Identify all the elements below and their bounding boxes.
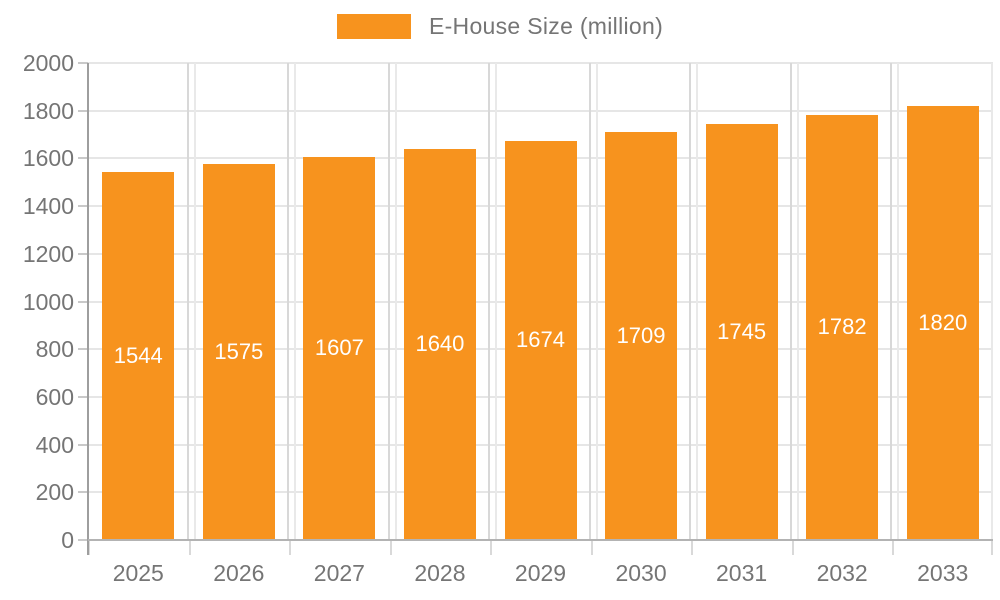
y-axis-tick [78, 252, 88, 255]
bar-value-label: 1745 [717, 318, 767, 344]
x-gridline [897, 63, 900, 540]
bar-2030 [605, 132, 678, 540]
bar-2028 [403, 148, 476, 540]
x-gridline [789, 63, 792, 540]
plot-right-border [991, 63, 993, 540]
y-axis-tick [78, 395, 88, 398]
x-axis-label: 2029 [514, 560, 567, 586]
x-axis-label: 2028 [414, 560, 466, 586]
bar-value-label: 1820 [918, 309, 968, 335]
y-axis-tick [78, 539, 88, 541]
bar-2025 [102, 171, 175, 540]
y-axis-tick [78, 157, 88, 160]
x-axis-label: 2030 [615, 560, 667, 586]
y-axis-label: 1800 [22, 97, 74, 124]
x-gridline [294, 63, 297, 540]
y-axis-label: 1000 [22, 288, 74, 315]
x-axis-tick [892, 540, 895, 555]
bar-value-label: 1544 [113, 342, 163, 368]
y-axis-label: 0 [61, 527, 74, 553]
x-gridline [287, 63, 290, 540]
y-axis-tick [78, 491, 88, 494]
x-gridline [595, 63, 598, 540]
bar-value-label: 1674 [516, 327, 565, 353]
x-gridline [696, 63, 699, 540]
legend-swatch [336, 14, 411, 39]
bar-2026 [202, 164, 275, 540]
y-axis-label: 600 [35, 383, 74, 410]
y-axis-line [87, 63, 89, 555]
x-gridline [588, 63, 591, 540]
x-axis-tick [991, 540, 993, 555]
y-axis-tick [78, 300, 88, 303]
x-axis-tick [791, 540, 794, 555]
bar-value-label: 1782 [817, 314, 867, 340]
x-axis-label: 2025 [112, 560, 164, 586]
y-axis-label: 1200 [22, 240, 74, 267]
x-gridline [488, 63, 491, 540]
y-axis-tick [78, 205, 88, 208]
x-axis-label: 2027 [313, 560, 365, 586]
bar-2029 [504, 140, 577, 540]
x-axis-tick [490, 540, 493, 555]
legend-label: E-House Size (million) [428, 13, 664, 39]
x-gridline [890, 63, 893, 540]
x-gridline [186, 63, 189, 540]
y-gridline [88, 62, 993, 64]
y-axis-tick [78, 62, 88, 64]
x-gridline [796, 63, 799, 540]
x-axis-tick [389, 540, 392, 555]
x-gridline [387, 63, 390, 540]
y-axis-tick [78, 348, 88, 351]
bar-value-label: 1607 [314, 335, 364, 361]
y-axis-tick [78, 109, 88, 112]
y-axis-label: 200 [35, 479, 74, 506]
y-axis-label: 1400 [22, 193, 74, 220]
y-axis-label: 800 [35, 336, 74, 363]
y-axis-tick [78, 443, 88, 446]
x-axis-label: 2033 [917, 560, 969, 586]
y-axis-label: 1600 [22, 145, 74, 172]
x-axis-tick [188, 540, 191, 555]
x-axis-tick [590, 540, 593, 555]
bar-2031 [705, 123, 778, 540]
y-axis-label: 2000 [22, 50, 74, 76]
y-gridline [88, 109, 993, 112]
x-axis-tick [691, 540, 694, 555]
x-axis-line [88, 539, 993, 541]
bar-value-label: 1709 [616, 323, 666, 349]
x-axis-label: 2031 [716, 560, 768, 586]
y-axis-label: 400 [35, 431, 74, 458]
x-gridline [193, 63, 196, 540]
chart-legend: E-House Size (million) [0, 13, 1000, 40]
bar-2027 [303, 156, 376, 540]
x-gridline [689, 63, 692, 540]
x-axis-tick [289, 540, 292, 555]
x-axis-label: 2026 [213, 560, 265, 586]
x-axis-tick [88, 540, 90, 555]
x-gridline [495, 63, 498, 540]
bar-value-label: 1640 [415, 331, 465, 357]
bar-2032 [806, 114, 879, 540]
bar-value-label: 1575 [214, 339, 264, 365]
bar-2033 [906, 105, 979, 540]
x-gridline [394, 63, 397, 540]
x-axis-label: 2032 [816, 560, 868, 586]
